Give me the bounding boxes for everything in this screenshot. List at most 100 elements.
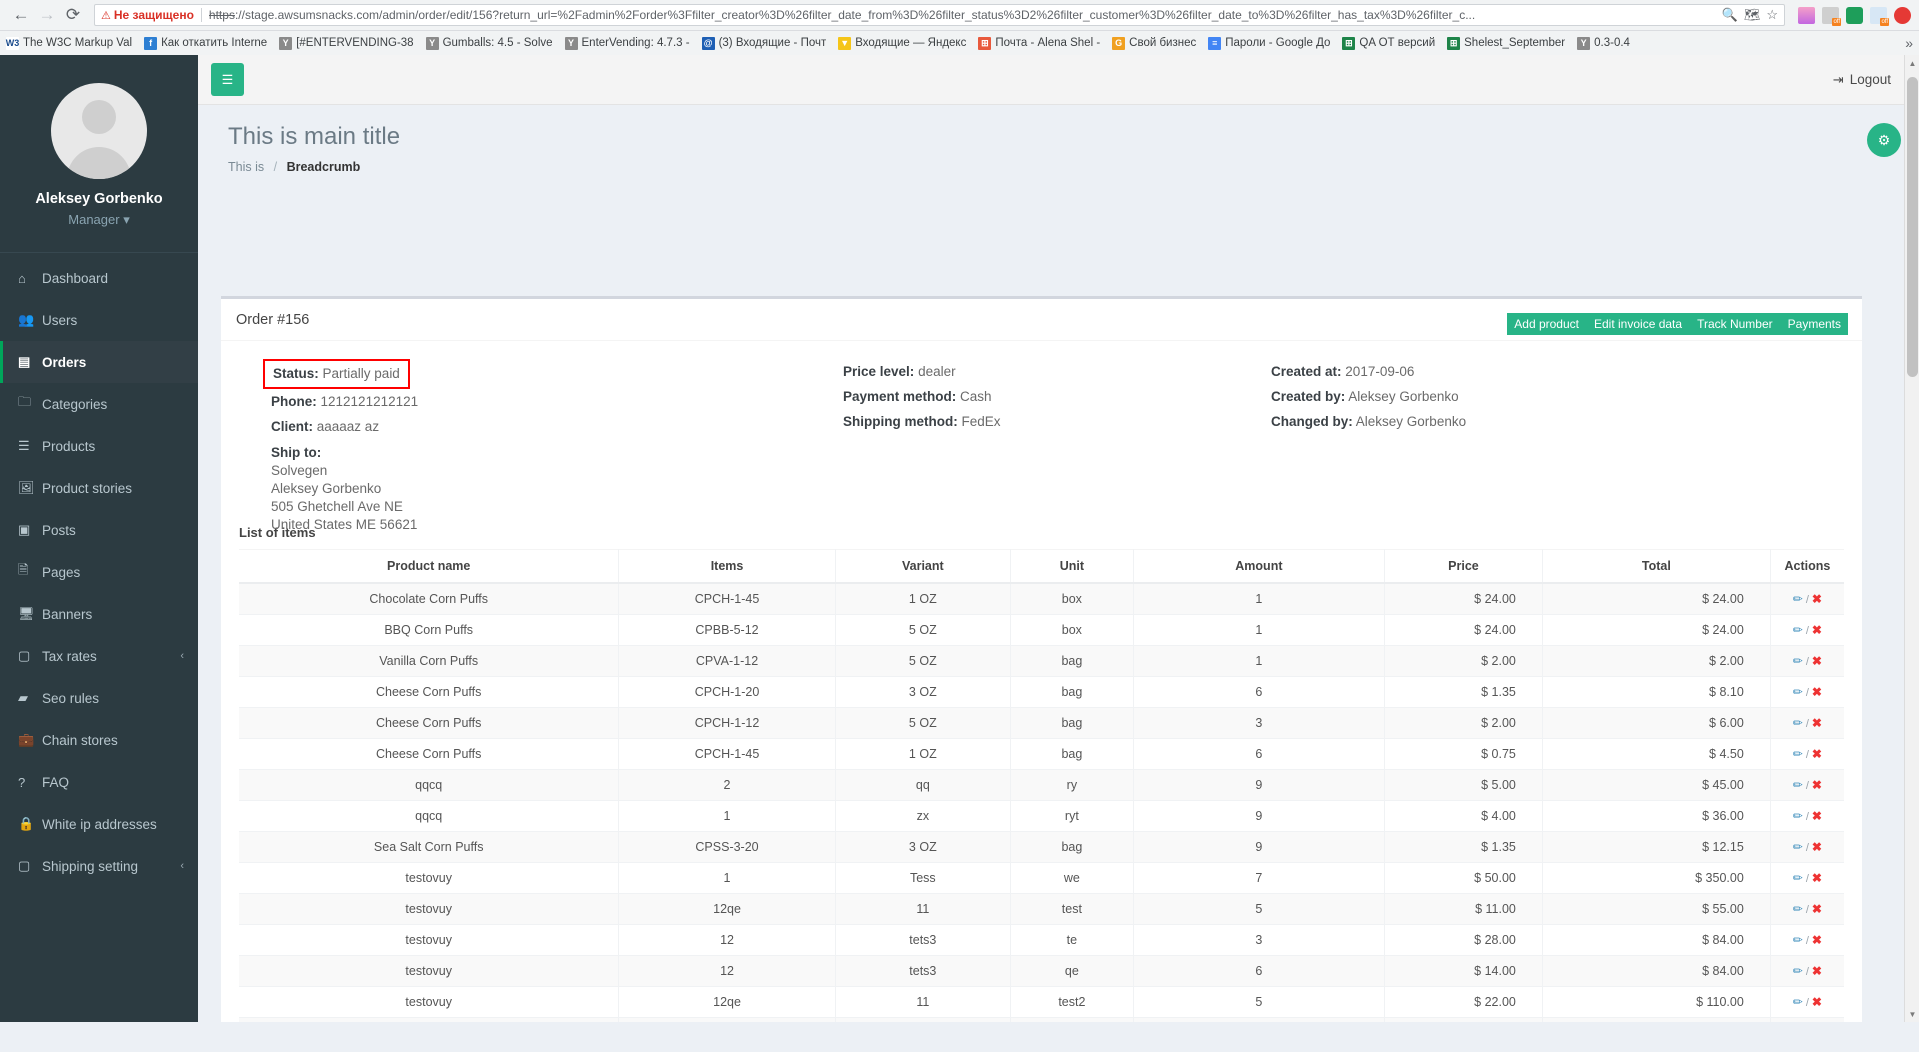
scroll-up-arrow-icon[interactable]: ▲ xyxy=(1908,58,1917,68)
cell-price: $ 5.00 xyxy=(1384,769,1543,801)
pencil-edit-icon[interactable]: ✏ xyxy=(1792,591,1803,606)
sidebar-item-chain-stores[interactable]: 💼 Chain stores xyxy=(0,719,198,761)
pencil-edit-icon[interactable]: ✏ xyxy=(1792,622,1803,637)
cell-variant: qq xyxy=(835,769,1012,801)
sidebar-item-seo-rules[interactable]: ▰ Seo rules xyxy=(0,677,198,719)
edit-invoice-data-button[interactable]: Edit invoice data xyxy=(1586,313,1690,335)
bookmark-item[interactable]: ▼ Входящие — Яндекс xyxy=(838,36,966,50)
bookmark-favicon-icon: Y xyxy=(425,36,439,50)
extension-pink-icon[interactable] xyxy=(1798,6,1815,24)
scrollbar-thumb[interactable] xyxy=(1907,77,1918,377)
extension-analytics-icon[interactable]: off xyxy=(1870,6,1889,26)
delete-x-icon[interactable]: ✖ xyxy=(1811,591,1822,606)
delete-x-icon[interactable]: ✖ xyxy=(1811,932,1822,947)
pencil-edit-icon[interactable]: ✏ xyxy=(1792,963,1803,978)
client-label: Client: xyxy=(271,419,313,434)
sidebar-item-label: Categories xyxy=(42,396,108,412)
sidebar-item-pages[interactable]: 🗎 Pages xyxy=(0,551,198,593)
security-indicator[interactable]: ⚠ Не защищено xyxy=(101,8,194,22)
back-arrow-icon[interactable]: ← xyxy=(12,5,30,24)
sidebar-item-dashboard[interactable]: ⌂ Dashboard xyxy=(0,257,198,299)
pencil-edit-icon[interactable]: ✏ xyxy=(1792,777,1803,792)
bookmark-item[interactable]: G Свой бизнес xyxy=(1112,36,1196,50)
sidebar-item-orders[interactable]: ▤ Orders xyxy=(0,341,198,383)
pencil-edit-icon[interactable]: ✏ xyxy=(1792,839,1803,854)
pencil-edit-icon[interactable]: ✏ xyxy=(1792,808,1803,823)
extension-shield-icon[interactable] xyxy=(1846,6,1863,24)
bookmark-item[interactable]: Y EnterVending: 4.7.3 - xyxy=(564,36,690,50)
sidebar-item-users[interactable]: 👥 Users xyxy=(0,299,198,341)
delete-x-icon[interactable]: ✖ xyxy=(1811,870,1822,885)
delete-x-icon[interactable]: ✖ xyxy=(1811,901,1822,916)
pencil-edit-icon[interactable]: ✏ xyxy=(1792,684,1803,699)
sidebar-item-products[interactable]: ☰ Products xyxy=(0,425,198,467)
delete-x-icon[interactable]: ✖ xyxy=(1811,963,1822,978)
bookmark-item[interactable]: ≡ Пароли - Google До xyxy=(1208,36,1330,50)
pencil-edit-icon[interactable]: ✏ xyxy=(1792,994,1803,1009)
sidebar-item-faq[interactable]: ? FAQ xyxy=(0,761,198,803)
sidebar-item-tax-rates[interactable]: ▢ Tax rates ‹ xyxy=(0,635,198,677)
delete-x-icon[interactable]: ✖ xyxy=(1811,777,1822,792)
sidebar-item-product-stories[interactable]: 🖼 Product stories xyxy=(0,467,198,509)
delete-x-icon[interactable]: ✖ xyxy=(1811,653,1822,668)
delete-x-icon[interactable]: ✖ xyxy=(1811,715,1822,730)
sidebar-item-white-ip-addresses[interactable]: 🔒 White ip addresses xyxy=(0,803,198,845)
extension-adblock-icon[interactable]: off xyxy=(1822,6,1841,26)
status-highlight-box: Status: Partially paid xyxy=(263,359,410,389)
address-bar[interactable]: ⚠ Не защищено https://stage.awsumsnacks.… xyxy=(94,4,1785,26)
add-product-button[interactable]: Add product xyxy=(1507,313,1586,335)
bookmark-item[interactable]: Y Gumballs: 4.5 - Solve xyxy=(425,36,553,50)
delete-x-icon[interactable]: ✖ xyxy=(1811,839,1822,854)
sidebar-item-categories[interactable]: 🗀 Categories xyxy=(0,383,198,425)
bookmark-item[interactable]: ⊞ Почта - Alena Shel - xyxy=(978,36,1100,50)
sidebar-item-banners[interactable]: 🖥 Banners xyxy=(0,593,198,635)
pencil-edit-icon[interactable]: ✏ xyxy=(1792,932,1803,947)
cell-price: $ 22.00 xyxy=(1384,986,1543,1018)
pencil-edit-icon[interactable]: ✏ xyxy=(1792,901,1803,916)
pencil-edit-icon[interactable]: ✏ xyxy=(1792,746,1803,761)
breadcrumb-separator: / xyxy=(273,160,278,174)
extension-red-icon[interactable] xyxy=(1894,6,1911,24)
track-number-button[interactable]: Track Number xyxy=(1689,313,1780,335)
pencil-edit-icon[interactable]: ✏ xyxy=(1792,715,1803,730)
bookmark-item[interactable]: W3 The W3C Markup Val xyxy=(6,36,132,50)
cell-price: $ 0.75 xyxy=(1384,738,1543,770)
page-scrollbar[interactable]: ▲ ▼ xyxy=(1904,55,1919,1022)
forward-arrow-icon[interactable]: → xyxy=(38,5,56,24)
profile-role-dropdown[interactable]: Manager ▾ xyxy=(0,212,198,228)
order-details: Status: Partially paid Phone: 1212121212… xyxy=(221,341,1862,532)
sidebar-item-shipping-setting[interactable]: ▢ Shipping setting ‹ xyxy=(0,845,198,887)
pencil-edit-icon[interactable]: ✏ xyxy=(1792,870,1803,885)
table-header-row: Product name Items Variant Unit Amount Price T… xyxy=(239,549,1844,584)
column-header-price: Price xyxy=(1384,549,1543,584)
delete-x-icon[interactable]: ✖ xyxy=(1811,684,1822,699)
breadcrumb-root[interactable]: This is xyxy=(228,160,265,174)
bookmark-item[interactable]: ⊞ Shelest_September xyxy=(1447,36,1565,50)
delete-x-icon[interactable]: ✖ xyxy=(1811,622,1822,637)
bookmark-item[interactable]: @ (3) Входящие - Почт xyxy=(701,36,826,50)
cell-product: Sea Salt Corn Puffs xyxy=(239,831,620,863)
delete-x-icon[interactable]: ✖ xyxy=(1811,808,1822,823)
table-row: testovuy 12qe 11 test 5 $ 11.00 $ 55.00 ✏ / ✖ xyxy=(239,893,1844,925)
hamburger-menu-icon[interactable]: ☰ xyxy=(211,63,244,96)
translate-icon[interactable]: 🗺 xyxy=(1743,7,1761,22)
bookmark-item[interactable]: Y 0.3-0.4 xyxy=(1577,36,1630,50)
bookmark-item[interactable]: Y [#ENTERVENDING-38 xyxy=(279,36,414,50)
reload-icon[interactable]: ⟳ xyxy=(65,5,81,24)
settings-gear-icon[interactable]: ⚙ xyxy=(1867,123,1901,157)
search-icon[interactable]: 🔍 xyxy=(1721,7,1738,22)
payments-button[interactable]: Payments xyxy=(1779,313,1848,335)
bookmark-item[interactable]: ⊞ QA ОТ версий xyxy=(1342,36,1435,50)
cell-product: Cheese Corn Puffs xyxy=(239,738,620,770)
delete-x-icon[interactable]: ✖ xyxy=(1811,746,1822,761)
bookmark-item[interactable]: f Как откатить Interne xyxy=(144,36,267,50)
order-info-mid-column: Price level: dealer Payment method: Cash… xyxy=(843,359,1001,434)
sidebar-item-posts[interactable]: ▣ Posts xyxy=(0,509,198,551)
bookmark-star-icon[interactable]: ☆ xyxy=(1766,7,1778,22)
scroll-down-arrow-icon[interactable]: ▼ xyxy=(1908,1009,1917,1019)
delete-x-icon[interactable]: ✖ xyxy=(1811,994,1822,1009)
pencil-edit-icon[interactable]: ✏ xyxy=(1792,653,1803,668)
bookmarks-overflow-icon[interactable]: » xyxy=(1905,35,1913,51)
logout-button[interactable]: ⇥ Logout xyxy=(1833,72,1891,88)
sidebar-item-label: Dashboard xyxy=(42,270,109,286)
